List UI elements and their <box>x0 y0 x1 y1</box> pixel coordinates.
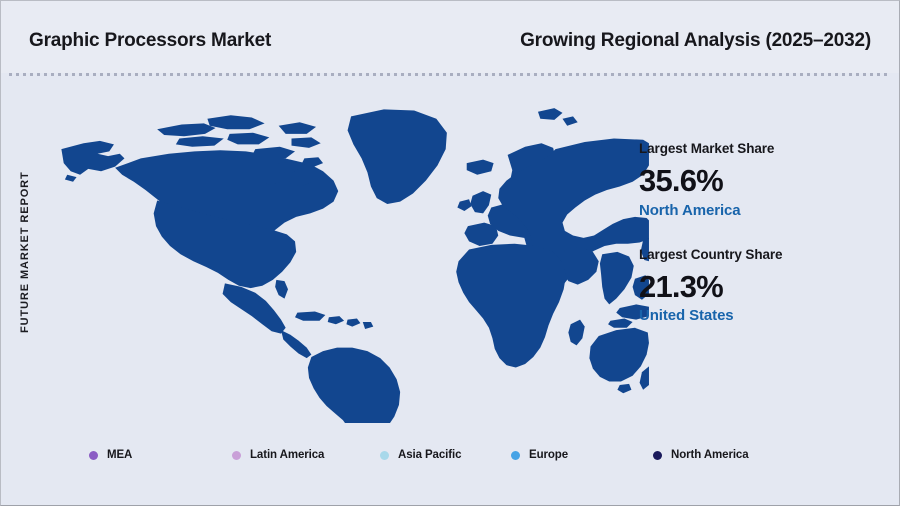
stat-block-market-share: Largest Market Share 35.6% North America <box>639 141 885 219</box>
legend-dot-icon-latin-america <box>232 450 241 460</box>
legend-label-mea: MEA <box>107 449 133 461</box>
page-title: Graphic Processors Market <box>29 30 272 51</box>
legend-dot-icon-europe <box>511 450 520 460</box>
legend-dot-icon-north-america <box>653 450 662 460</box>
legend-label-asia-pacific: Asia Pacific <box>398 449 462 461</box>
legend-label-europe: Europe <box>529 449 569 461</box>
legend-label-latin-america: Latin America <box>250 449 325 461</box>
stat-value-market-share: 35.6% <box>639 163 724 198</box>
legend-label-north-america: North America <box>671 449 749 461</box>
legend-dot-icon-mea <box>89 450 98 460</box>
brand-vertical-label: FUTURE MARKET REPORT <box>19 171 31 333</box>
map-legend: MEA Latin America Asia Pacific Europe No… <box>89 449 749 461</box>
world-map-svg <box>61 108 649 423</box>
header-divider <box>9 73 891 76</box>
header-bar: Graphic Processors Market Growing Region… <box>1 1 899 73</box>
legend-item-north-america: North America <box>653 449 749 461</box>
legend-dot-icon-asia-pacific <box>380 450 389 460</box>
stat-value-country-share: 21.3% <box>639 268 724 304</box>
legend-item-latin-america: Latin America <box>232 449 380 461</box>
stat-region-market-share: North America <box>639 201 741 219</box>
legend-item-europe: Europe <box>511 449 653 461</box>
world-map <box>59 93 649 423</box>
stat-label-market-share: Largest Market Share <box>639 141 775 156</box>
stats-panel: Largest Market Share 35.6% North America… <box>639 141 885 352</box>
legend-item-mea: MEA <box>89 449 232 461</box>
stat-label-country-share: Largest Country Share <box>639 246 783 262</box>
world-map-landmass <box>61 108 649 423</box>
stat-block-country-share: Largest Country Share 21.3% United State… <box>639 247 885 325</box>
header-subtitle: Growing Regional Analysis (2025–2032) <box>520 30 871 51</box>
legend-item-asia-pacific: Asia Pacific <box>380 449 511 461</box>
stat-region-country-share: United States <box>639 307 734 325</box>
